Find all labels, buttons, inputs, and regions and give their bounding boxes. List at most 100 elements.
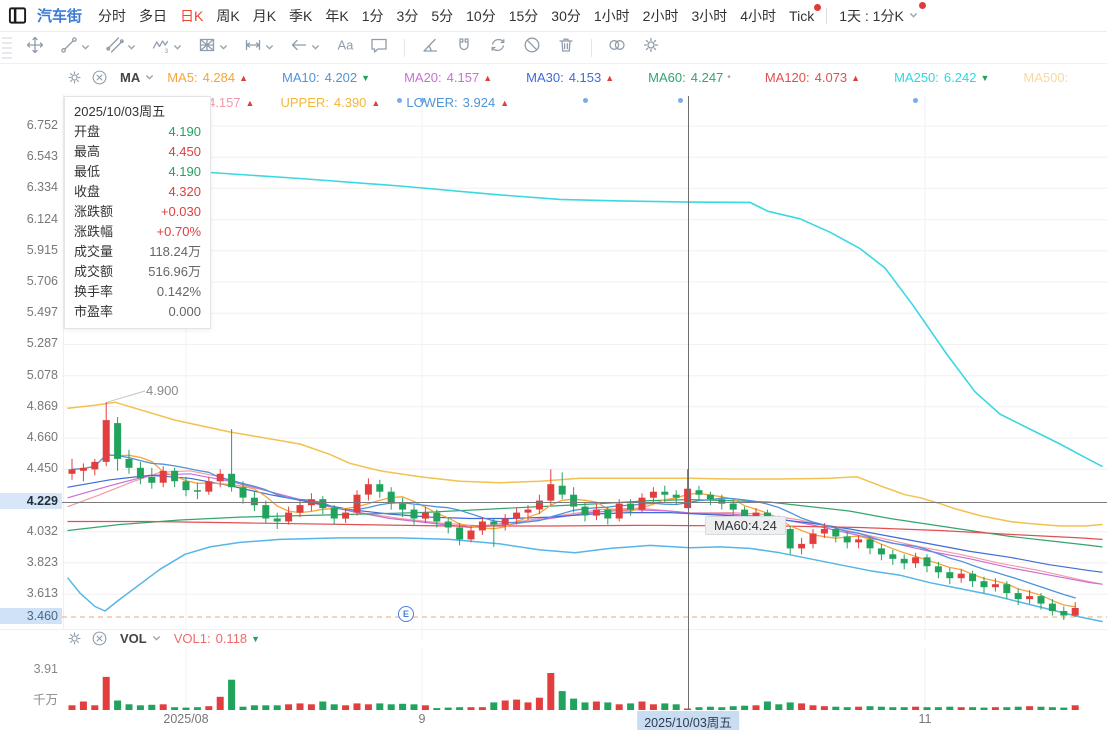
toolbar-divider [591, 38, 592, 57]
candlestick-chart-canvas[interactable] [62, 95, 1107, 640]
trend-up-icon: ▲ [851, 72, 861, 83]
tool-comment-button[interactable] [365, 32, 393, 63]
tab-30分[interactable]: 30分 [551, 7, 581, 24]
chevron-down-icon [126, 42, 137, 53]
event-dot-marker[interactable] [420, 98, 425, 103]
tool-measure-button[interactable] [239, 32, 279, 63]
tab-4小时[interactable]: 4小时 [740, 7, 777, 24]
tab-分时[interactable]: 分时 [98, 7, 127, 24]
tool-trend-line-button[interactable] [55, 32, 95, 63]
tool-move-button[interactable] [21, 32, 49, 63]
ma120-legend: MA120: 4.073 ▲ [764, 70, 861, 85]
toolbar-grip-handle[interactable] [2, 36, 12, 59]
tooltip-row-成交量: 成交量 118.24万 [74, 244, 201, 259]
indicator-name[interactable]: VOL [120, 631, 147, 646]
ma5-legend: MA5: 4.284 ▲ [167, 70, 249, 85]
tab-3分[interactable]: 3分 [396, 7, 419, 24]
ma500-legend-truncated: MA500: [1023, 70, 1069, 85]
app-logo-icon [8, 6, 27, 25]
ma20-legend: MA20: 4.157 ▲ [404, 70, 493, 85]
tool-ban-button[interactable] [518, 32, 546, 63]
tool-arrow-left-button[interactable] [285, 32, 325, 63]
tab-月K[interactable]: 月K [252, 7, 277, 24]
tab-1分[interactable]: 1分 [361, 7, 384, 24]
tab-5分[interactable]: 5分 [431, 7, 454, 24]
event-dot-marker[interactable] [397, 98, 402, 103]
crosshair-date-label: 2025/10/03周五 [637, 711, 739, 730]
tool-magnet-button[interactable] [450, 32, 478, 63]
tool-compare-button[interactable] [603, 32, 631, 63]
tab-10分[interactable]: 10分 [466, 7, 496, 24]
tab-日K[interactable]: 日K [180, 7, 204, 24]
svg-text:Aa: Aa [338, 38, 355, 53]
indicator-name[interactable]: MA [120, 70, 141, 85]
boll-upper-value: 4.390 [333, 95, 367, 110]
chevron-down-icon [908, 10, 919, 21]
ma10-legend: MA10: 4.202 ▼ [282, 70, 371, 85]
tabbar-divider [826, 7, 828, 24]
custom-period-selector[interactable]: 1天 : 1分K [839, 1, 926, 26]
tool-cycle-button[interactable] [484, 32, 512, 63]
trend-up-icon: ▲ [605, 72, 615, 83]
tool-channel-button[interactable] [101, 32, 141, 63]
indicator-settings-gear-icon[interactable] [66, 69, 83, 86]
price-axis-label: 5.706 [26, 274, 58, 288]
event-marker-icon[interactable]: E [398, 606, 414, 622]
tab-季K[interactable]: 季K [289, 7, 313, 24]
trend-up-icon: ▲ [239, 72, 249, 83]
tool-trash-button[interactable] [552, 32, 580, 63]
chevron-down-icon [151, 633, 162, 644]
text-icon: Aa [335, 35, 355, 60]
indicator-close-icon[interactable] [91, 69, 108, 86]
trend-flat-icon: • [727, 72, 731, 83]
event-dot-marker[interactable] [583, 98, 588, 103]
notification-dot [814, 3, 822, 11]
event-dot-marker[interactable] [678, 98, 683, 103]
ma30-legend: MA30: 4.153 ▲ [526, 70, 615, 85]
vol-indicator-row: VOL VOL1: 0.118 ▼ [66, 630, 294, 647]
indicator-settings-gear-icon[interactable] [66, 630, 83, 647]
tab-多日[interactable]: 多日 [139, 7, 168, 24]
crosshair-price-label: 4.229 [0, 493, 62, 510]
tab-3小时[interactable]: 3小时 [691, 7, 728, 24]
boll-upper-label: UPPER: [280, 95, 329, 110]
tab-1小时[interactable]: 1小时 [593, 7, 630, 24]
price-axis-label: 4.660 [26, 430, 58, 444]
boll-upper-trend-icon: ▲ [371, 97, 381, 108]
boll-lower-label: LOWER: [406, 95, 458, 110]
boll-lower-value: 3.924 [462, 95, 496, 110]
tool-wave-button[interactable]: 3 [147, 32, 187, 63]
tool-text-button[interactable]: Aa [331, 32, 359, 63]
toolbar-divider [404, 38, 405, 57]
symbol-title[interactable]: 汽车街 [37, 8, 83, 25]
tab-年K[interactable]: 年K [325, 7, 349, 24]
tooltip-row-最高: 最高 4.450 [74, 144, 201, 159]
event-dot-marker[interactable] [913, 98, 918, 103]
price-axis-label: 5.497 [26, 305, 58, 320]
price-axis-label: 6.334 [26, 180, 58, 195]
indicator-close-icon[interactable] [91, 630, 108, 647]
gann-box-icon [197, 35, 217, 60]
tab-15分[interactable]: 15分 [508, 7, 539, 24]
price-axis-label: 5.078 [26, 367, 58, 382]
tool-angle-button[interactable] [416, 32, 444, 63]
trend-down-icon: ▼ [980, 72, 990, 83]
y-axis-border [63, 95, 64, 630]
vol1-legend: VOL1: 0.118 ▼ [173, 631, 261, 646]
move-icon [25, 35, 45, 60]
price-axis-label: 4.450 [26, 461, 58, 476]
channel-icon [105, 35, 125, 60]
volume-chart-canvas[interactable] [62, 648, 1107, 712]
tooltip-row-收盘: 收盘 4.320 [74, 184, 201, 199]
tooltip-row-成交额: 成交额 516.96万 [74, 264, 201, 279]
tab-Tick[interactable]: Tick [789, 3, 822, 24]
tab-2小时[interactable]: 2小时 [642, 7, 679, 24]
chevron-down-icon [218, 42, 229, 53]
tool-gann-box-button[interactable] [193, 32, 233, 63]
trend-down-icon: ▼ [361, 72, 371, 83]
low-price-label: 3.460 [0, 607, 62, 624]
trend-line-icon [59, 35, 79, 60]
tab-周K[interactable]: 周K [216, 7, 240, 24]
tool-settings-button[interactable] [637, 32, 665, 63]
